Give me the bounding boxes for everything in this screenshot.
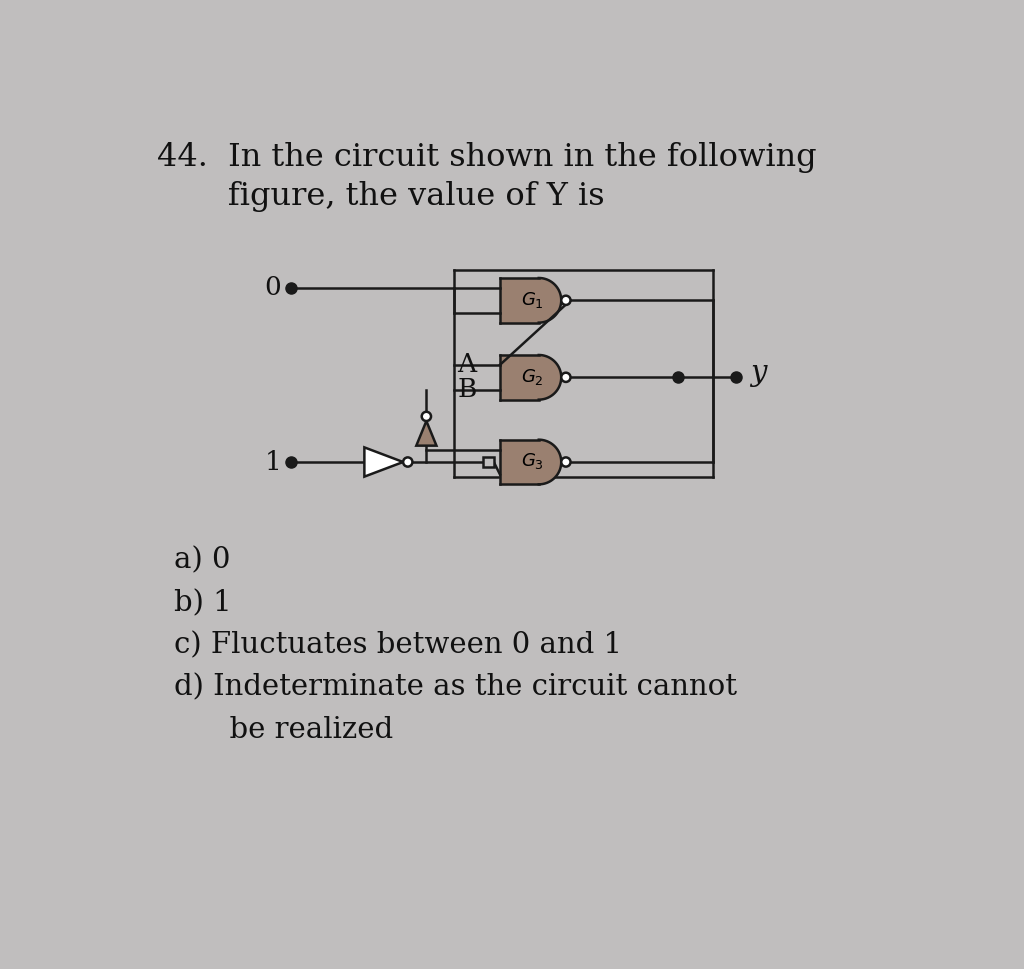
Text: 44.  In the circuit shown in the following: 44. In the circuit shown in the followin… <box>158 142 817 173</box>
Text: 1: 1 <box>264 450 282 475</box>
Text: a) 0: a) 0 <box>174 547 231 575</box>
Polygon shape <box>417 421 436 446</box>
Circle shape <box>403 457 413 467</box>
Text: b) 1: b) 1 <box>174 589 232 617</box>
Text: figure, the value of Y is: figure, the value of Y is <box>158 181 605 212</box>
Polygon shape <box>365 448 403 477</box>
Polygon shape <box>500 355 539 399</box>
Text: B: B <box>458 377 477 402</box>
Text: d) Indeterminate as the circuit cannot: d) Indeterminate as the circuit cannot <box>174 673 737 702</box>
Polygon shape <box>539 440 561 484</box>
Circle shape <box>422 412 431 421</box>
Text: $G_2$: $G_2$ <box>521 366 544 387</box>
Polygon shape <box>500 278 539 323</box>
Circle shape <box>561 373 570 382</box>
Text: 0: 0 <box>264 275 282 300</box>
Circle shape <box>561 457 570 467</box>
Text: $G_1$: $G_1$ <box>521 290 544 309</box>
Text: $G_3$: $G_3$ <box>521 452 544 471</box>
Polygon shape <box>500 440 539 484</box>
Polygon shape <box>539 355 561 399</box>
Text: c) Fluctuates between 0 and 1: c) Fluctuates between 0 and 1 <box>174 632 623 660</box>
Text: A: A <box>458 353 476 377</box>
Text: y: y <box>751 359 767 387</box>
Circle shape <box>561 296 570 305</box>
Bar <box>483 456 494 467</box>
Text: be realized: be realized <box>174 716 393 744</box>
Polygon shape <box>539 278 561 323</box>
